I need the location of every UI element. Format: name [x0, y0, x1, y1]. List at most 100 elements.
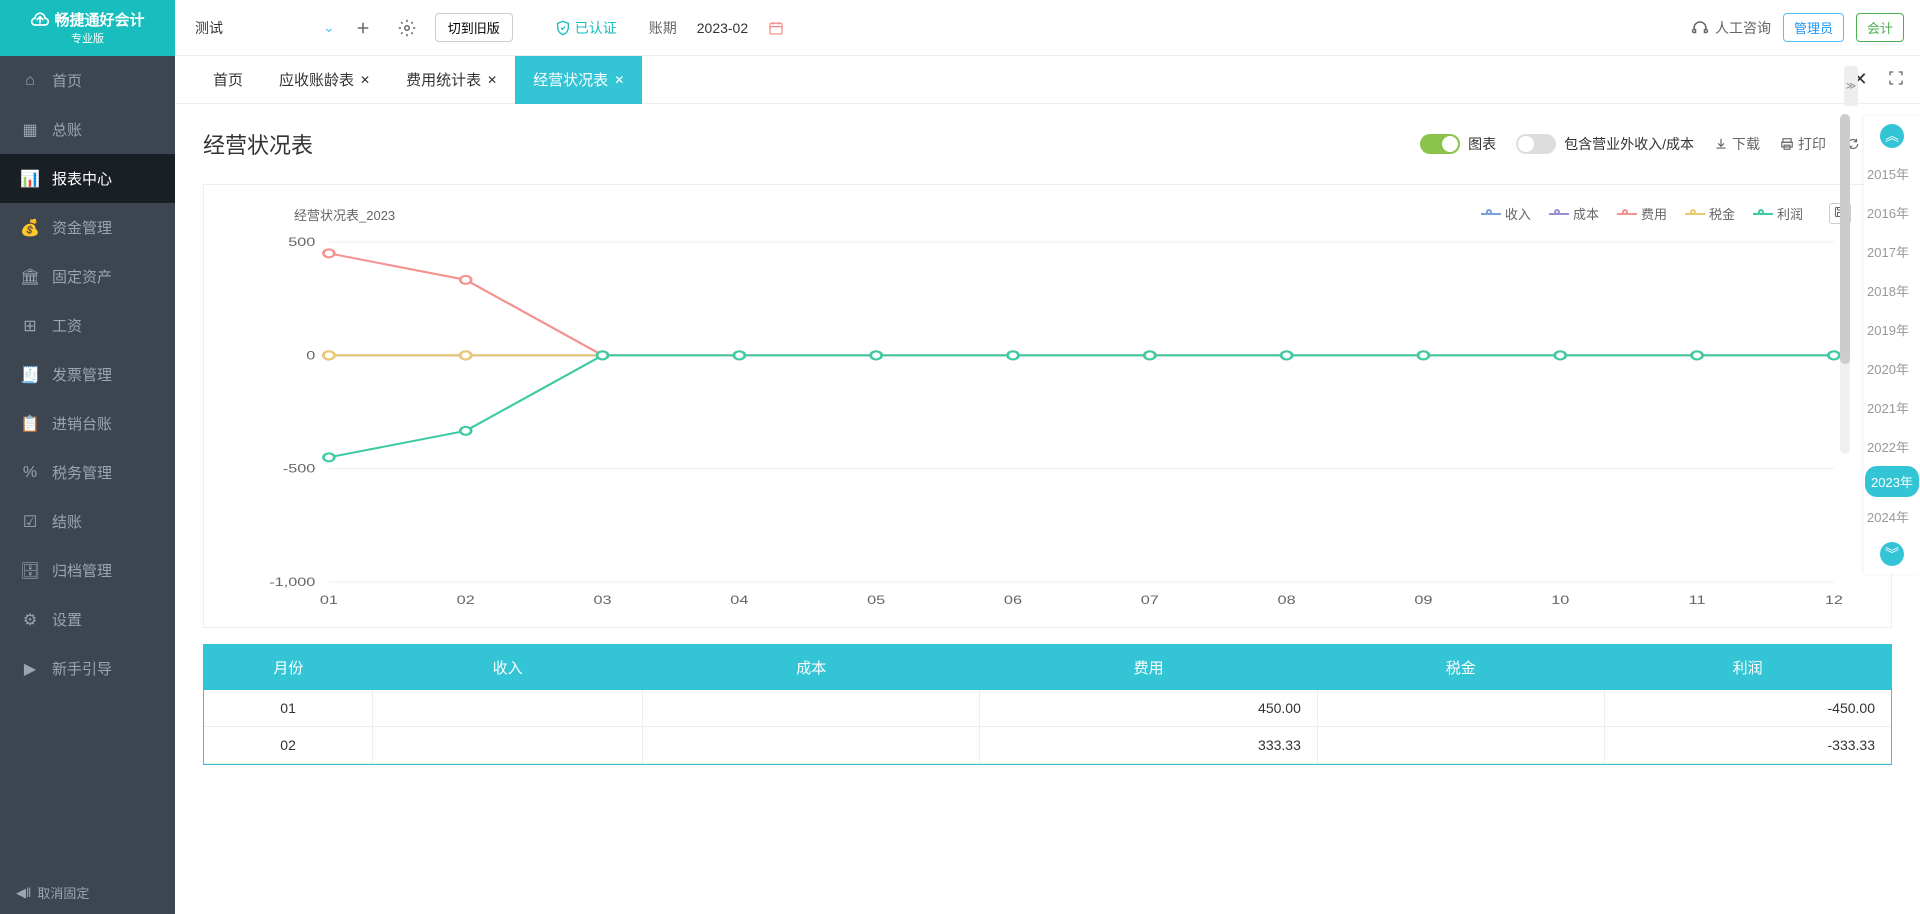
svg-text:12: 12	[1825, 594, 1843, 607]
sidebar: ⌂首页▦总账 📊 报表中心 💰 资金管理 🏛固定资产 ⊞ 工资 🧾 发票管理 📋进销台账% 税务管理 ☑…	[0, 56, 175, 914]
period-label: 账期	[649, 18, 677, 38]
legend-item-成本[interactable]: 成本	[1549, 203, 1599, 224]
year-down-button[interactable]: ︾	[1880, 542, 1904, 566]
tab-首页[interactable]: 首页	[195, 56, 261, 104]
tab-label: 经营状况表	[533, 69, 608, 90]
svg-text:09: 09	[1414, 594, 1432, 607]
tab-应收账龄表[interactable]: 应收账龄表✕	[261, 56, 388, 104]
sidebar-item-工资[interactable]: ⊞ 工资	[0, 301, 175, 350]
toggle-chart-label: 图表	[1468, 134, 1496, 154]
close-icon[interactable]: ✕	[360, 73, 370, 87]
menu-icon: 📊	[20, 169, 40, 189]
sidebar-item-新手引导[interactable]: ▶ 新手引导	[0, 644, 175, 693]
sidebar-item-label: 报表中心	[52, 168, 112, 189]
sidebar-item-label: 资金管理	[52, 217, 112, 238]
svg-text:07: 07	[1141, 594, 1159, 607]
year-2018年[interactable]: 2018年	[1865, 271, 1919, 310]
svg-text:10: 10	[1551, 594, 1569, 607]
collapse-handle[interactable]: ≫	[1844, 66, 1858, 106]
sidebar-item-报表中心[interactable]: 📊 报表中心	[0, 154, 175, 203]
col-header: 收入	[373, 645, 643, 690]
legend-item-收入[interactable]: 收入	[1481, 203, 1531, 224]
year-2015年[interactable]: 2015年	[1865, 154, 1919, 193]
svg-text:02: 02	[457, 594, 475, 607]
year-2016年[interactable]: 2016年	[1865, 193, 1919, 232]
download-button[interactable]: 下载	[1714, 134, 1760, 154]
year-2020年[interactable]: 2020年	[1865, 349, 1919, 388]
svg-text:06: 06	[1004, 594, 1022, 607]
menu-icon: 🗄	[20, 561, 40, 581]
chevron-down-icon: ⌄	[323, 19, 335, 36]
sidebar-item-设置[interactable]: ⚙设置	[0, 595, 175, 644]
add-button[interactable]	[347, 12, 379, 44]
role-admin-button[interactable]: 管理员	[1783, 13, 1844, 42]
col-header: 利润	[1604, 645, 1891, 690]
unpin-button[interactable]: ◀‖ 取消固定	[0, 871, 175, 914]
svg-text:500: 500	[288, 236, 315, 249]
tab-费用统计表[interactable]: 费用统计表 ✕	[388, 56, 515, 104]
role-accountant-button[interactable]: 会计	[1856, 13, 1904, 42]
download-icon	[1714, 137, 1728, 151]
sidebar-item-结账[interactable]: ☑ 结账	[0, 497, 175, 546]
sidebar-item-label: 结账	[52, 511, 82, 532]
year-up-button[interactable]: ︽	[1880, 124, 1904, 148]
year-sidebar: ︽ 2015年2016年2017年2018年2019年2020年2021年202…	[1864, 116, 1920, 574]
sidebar-item-label: 发票管理	[52, 364, 112, 385]
sidebar-item-资金管理[interactable]: 💰 资金管理	[0, 203, 175, 252]
menu-icon: ⊞	[20, 316, 40, 336]
sidebar-item-label: 税务管理	[52, 462, 112, 483]
company-selector[interactable]: 测试 ⌄	[195, 18, 335, 38]
col-header: 税金	[1317, 645, 1604, 690]
sidebar-item-进销台账[interactable]: 📋进销台账	[0, 399, 175, 448]
sidebar-item-归档管理[interactable]: 🗄 归档管理	[0, 546, 175, 595]
year-2024年[interactable]: 2024年	[1865, 497, 1919, 536]
menu-icon: ▶	[20, 659, 40, 679]
year-2021年[interactable]: 2021年	[1865, 388, 1919, 427]
year-2017年[interactable]: 2017年	[1865, 232, 1919, 271]
sidebar-item-label: 归档管理	[52, 560, 112, 581]
menu-icon: 💰	[20, 218, 40, 238]
fullscreen-icon[interactable]	[1888, 70, 1904, 89]
sidebar-item-label: 新手引导	[52, 658, 112, 679]
menu-icon: ⚙	[20, 610, 40, 630]
settings-icon[interactable]	[391, 12, 423, 44]
svg-text:08: 08	[1278, 594, 1296, 607]
sidebar-item-label: 首页	[52, 70, 82, 91]
col-header: 月份	[204, 645, 373, 690]
calendar-icon[interactable]	[760, 12, 792, 44]
legend-item-税金[interactable]: 税金	[1685, 203, 1735, 224]
sidebar-item-固定资产[interactable]: 🏛固定资产	[0, 252, 175, 301]
toggle-include[interactable]	[1516, 134, 1556, 154]
pin-icon: ◀‖	[16, 885, 31, 901]
sidebar-item-发票管理[interactable]: 🧾 发票管理	[0, 350, 175, 399]
sidebar-item-label: 固定资产	[52, 266, 112, 287]
sidebar-item-首页[interactable]: ⌂首页	[0, 56, 175, 105]
toggle-chart[interactable]	[1420, 134, 1460, 154]
sidebar-item-label: 进销台账	[52, 413, 112, 434]
svg-text:11: 11	[1689, 594, 1706, 607]
tab-经营状况表[interactable]: 经营状况表 ✕	[515, 56, 642, 104]
svg-text:04: 04	[730, 594, 748, 607]
menu-icon: %	[20, 464, 40, 482]
legend-item-利润[interactable]: 利润	[1753, 203, 1803, 224]
menu-icon: ☑	[20, 512, 40, 532]
legend-item-费用[interactable]: 费用	[1617, 203, 1667, 224]
switch-old-button[interactable]: 切到旧版	[435, 13, 513, 42]
close-icon[interactable]: ✕	[487, 73, 497, 87]
close-icon[interactable]: ✕	[614, 73, 624, 87]
shield-icon	[555, 20, 571, 36]
year-2023年[interactable]: 2023年	[1865, 466, 1919, 497]
sidebar-item-税务管理[interactable]: % 税务管理	[0, 448, 175, 497]
sidebar-item-label: 工资	[52, 315, 82, 336]
sidebar-item-总账[interactable]: ▦总账	[0, 105, 175, 154]
year-2019年[interactable]: 2019年	[1865, 310, 1919, 349]
print-button[interactable]: 打印	[1780, 134, 1826, 154]
col-header: 费用	[980, 645, 1317, 690]
year-2022年[interactable]: 2022年	[1865, 427, 1919, 466]
menu-icon: ▦	[20, 120, 40, 140]
consult-link[interactable]: 人工咨询	[1691, 18, 1771, 38]
tab-label: 费用统计表	[406, 69, 481, 90]
page-title: 经营状况表	[203, 128, 313, 160]
table-row: 02333.33-333.33	[204, 727, 1891, 764]
menu-icon: 🧾	[20, 365, 40, 385]
